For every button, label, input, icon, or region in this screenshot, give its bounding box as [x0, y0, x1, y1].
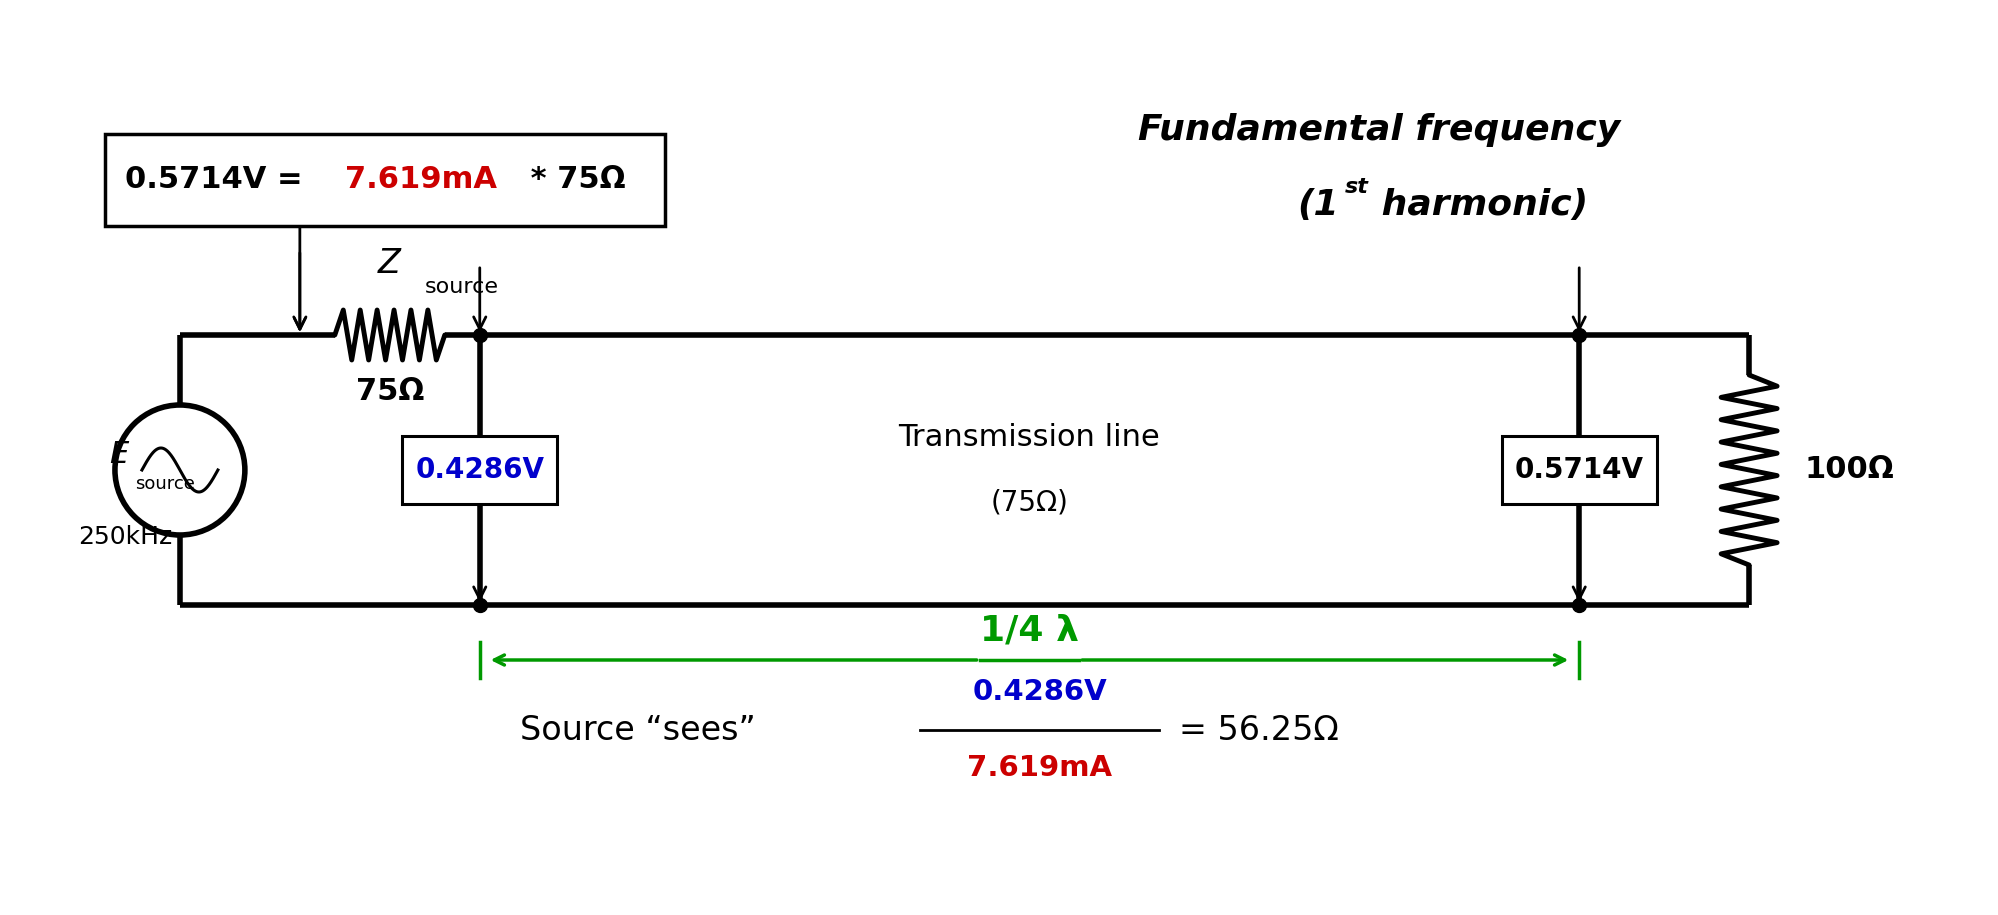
Text: Source “sees”: Source “sees” — [519, 714, 755, 747]
Text: 1/4 λ: 1/4 λ — [979, 614, 1079, 648]
Text: harmonic): harmonic) — [1369, 188, 1588, 222]
Point — [464, 328, 496, 342]
Text: = 56.25Ω: = 56.25Ω — [1179, 714, 1339, 747]
FancyBboxPatch shape — [106, 134, 663, 226]
Text: (1: (1 — [1297, 188, 1339, 222]
Text: source: source — [426, 277, 500, 297]
Text: 75Ω: 75Ω — [356, 377, 424, 406]
Text: st: st — [1343, 177, 1367, 197]
Text: source: source — [136, 475, 194, 493]
FancyBboxPatch shape — [1500, 436, 1656, 504]
Text: Fundamental frequency: Fundamental frequency — [1137, 113, 1620, 147]
Text: 100Ω: 100Ω — [1804, 456, 1892, 485]
Text: 7.619mA: 7.619mA — [346, 166, 498, 195]
Text: $Z$: $Z$ — [376, 247, 404, 280]
Point — [1562, 597, 1594, 612]
Text: 7.619mA: 7.619mA — [967, 754, 1111, 782]
Text: 0.5714V: 0.5714V — [1514, 456, 1642, 484]
Text: (75Ω): (75Ω) — [991, 488, 1067, 516]
FancyBboxPatch shape — [402, 436, 557, 504]
Text: 0.4286V: 0.4286V — [971, 678, 1107, 706]
Text: $E$: $E$ — [108, 440, 130, 469]
Text: * 75Ω: * 75Ω — [519, 166, 625, 195]
Text: 250kHz: 250kHz — [78, 525, 172, 549]
Text: Transmission line: Transmission line — [899, 423, 1159, 452]
Point — [1562, 328, 1594, 342]
Text: 0.4286V: 0.4286V — [416, 456, 543, 484]
Text: 0.5714V =: 0.5714V = — [124, 166, 314, 195]
Point — [464, 597, 496, 612]
